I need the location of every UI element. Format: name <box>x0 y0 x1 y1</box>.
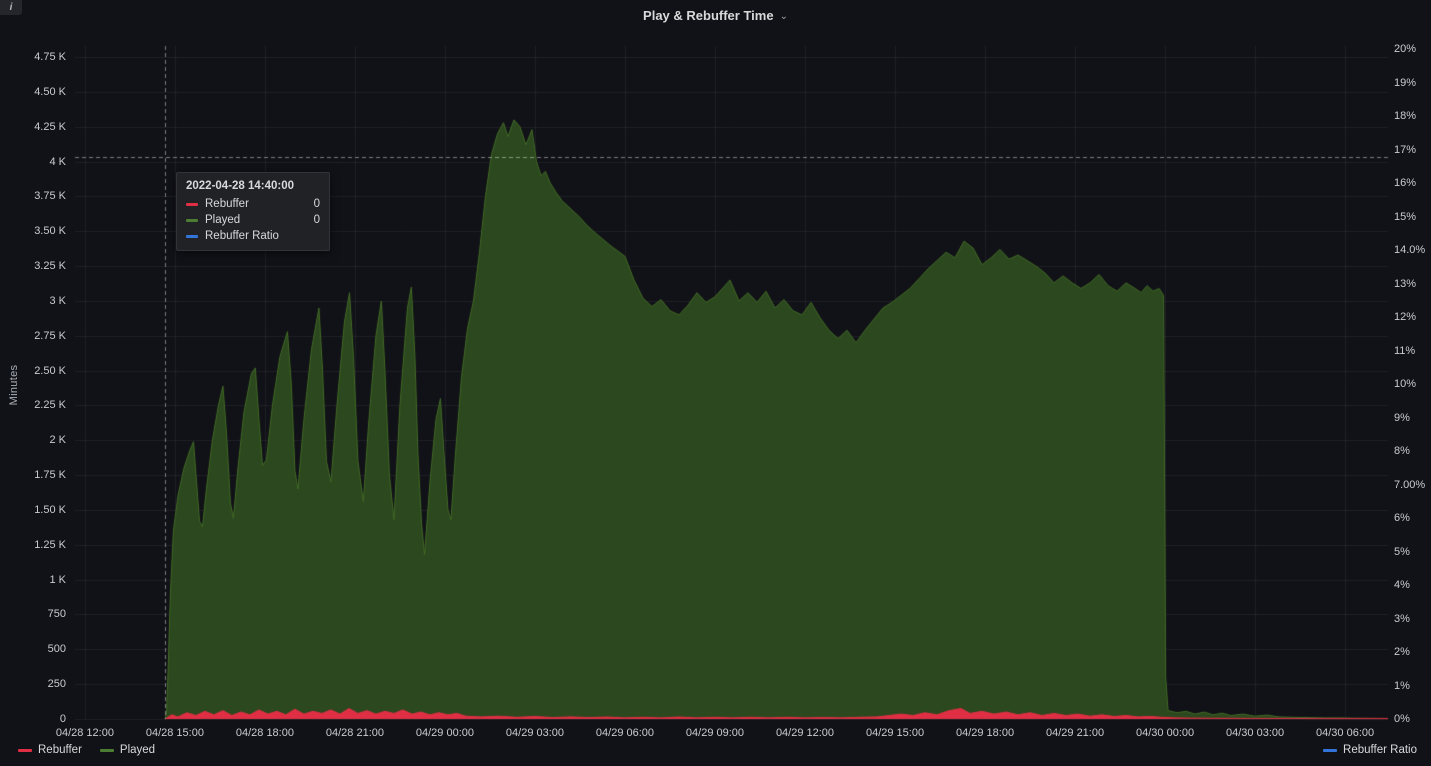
x-axis-tick-label: 04/30 00:00 <box>1136 727 1195 739</box>
y-axis-left-tick-label: 4 K <box>49 155 66 168</box>
tooltip-row-rebuffer: Rebuffer 0 <box>186 198 320 210</box>
y-axis-title: Minutes <box>8 364 20 406</box>
info-icon-glyph: i <box>9 2 13 13</box>
tooltip-row-rebuffer-ratio: Rebuffer Ratio <box>186 230 320 242</box>
tooltip-series-value: 0 <box>313 214 320 226</box>
x-axis-tick-label: 04/28 15:00 <box>145 727 204 739</box>
y-axis-left-tick-label: 2.50 K <box>34 364 66 377</box>
x-axis-tick-label: 04/29 21:00 <box>1045 727 1105 739</box>
y-axis-left-tick-label: 1.25 K <box>34 538 66 551</box>
y-axis-left-tick-label: 3.75 K <box>34 190 66 203</box>
y-axis-right-tick-label: 13% <box>1394 277 1417 290</box>
y-axis-right-tick-label: 14.0% <box>1394 244 1426 257</box>
y-axis-right-tick-label: 1% <box>1394 679 1410 692</box>
y-axis-right-tick-label: 18% <box>1394 110 1417 123</box>
y-axis-left-tick-label: 3.50 K <box>34 225 66 238</box>
y-axis-left-tick-label: 750 <box>47 608 66 621</box>
y-axis-right-tick-label: 6% <box>1394 512 1410 525</box>
legend-item-played[interactable]: Played <box>99 744 156 756</box>
tooltip-series-label: Played <box>205 214 241 226</box>
tooltip: 2022-04-28 14:40:00 Rebuffer 0 Played 0 … <box>176 172 330 251</box>
legend-label: Played <box>119 744 156 756</box>
chevron-down-icon[interactable]: ⌄ <box>779 10 788 22</box>
legend-right: Rebuffer Ratio <box>1323 744 1417 756</box>
x-axis-tick-label: 04/30 06:00 <box>1316 727 1375 739</box>
y-axis-right-tick-label: 16% <box>1394 177 1417 190</box>
y-axis-left-tick-label: 3.25 K <box>34 260 66 273</box>
played-legend-swatch <box>99 748 114 752</box>
y-axis-left-tick-label: 1.75 K <box>34 469 66 482</box>
y-axis-left-tick-label: 4.75 K <box>34 51 66 64</box>
y-axis-right-tick-label: 5% <box>1394 545 1410 558</box>
panel-title[interactable]: Play & Rebuffer Time <box>643 7 774 23</box>
y-axis-left-tick-label: 250 <box>47 678 66 691</box>
legend-label: Rebuffer <box>38 744 82 756</box>
y-axis-left-tick-label: 3 K <box>49 294 66 307</box>
x-axis-tick-label: 04/29 06:00 <box>595 727 655 739</box>
rebuffer-ratio-legend-swatch <box>1323 748 1338 752</box>
y-axis-left-tick-label: 500 <box>47 643 66 656</box>
x-axis-tick-label: 04/29 00:00 <box>415 727 475 739</box>
x-axis-tick-label: 04/28 12:00 <box>55 727 114 739</box>
legend-left: Rebuffer Played <box>18 744 155 756</box>
y-axis-right-tick-label: 7.00% <box>1394 478 1426 491</box>
y-axis-left-tick-label: 4.50 K <box>34 85 66 98</box>
tooltip-series-value: 0 <box>313 198 320 210</box>
y-axis-right-tick-label: 10% <box>1394 378 1417 391</box>
y-axis-right-tick-label: 9% <box>1394 411 1410 424</box>
x-axis-tick-label: 04/29 09:00 <box>685 727 745 739</box>
rebuffer-ratio-color-swatch <box>186 234 198 238</box>
panel-info-icon[interactable]: i <box>0 0 22 15</box>
legend-item-rebuffer-ratio[interactable]: Rebuffer Ratio <box>1323 744 1417 756</box>
y-axis-left-tick-label: 0 <box>59 713 66 725</box>
y-axis-right-tick-label: 15% <box>1394 210 1417 223</box>
y-axis-left-tick-label: 2 K <box>49 434 66 447</box>
y-axis-left-tick-label: 4.25 K <box>34 120 66 133</box>
x-axis-tick-label: 04/29 15:00 <box>865 727 925 739</box>
legend-label: Rebuffer Ratio <box>1343 744 1417 756</box>
rebuffer-color-swatch <box>186 202 198 206</box>
y-axis-right-tick-label: 19% <box>1394 76 1417 89</box>
y-axis-right-tick-label: 3% <box>1394 612 1410 625</box>
tooltip-series-label: Rebuffer <box>205 198 249 210</box>
x-axis-tick-label: 04/28 18:00 <box>235 727 294 739</box>
played-color-swatch <box>186 218 198 222</box>
y-axis-left-tick-label: 2.25 K <box>34 399 66 412</box>
y-axis-right-tick-label: 20% <box>1394 43 1417 56</box>
y-axis-right-tick-label: 12% <box>1394 311 1417 324</box>
y-axis-left-tick-label: 1.50 K <box>34 503 66 516</box>
tooltip-row-played: Played 0 <box>186 214 320 226</box>
rebuffer-legend-swatch <box>18 748 32 752</box>
y-axis-right-tick-label: 17% <box>1394 143 1417 156</box>
y-axis-right-tick-label: 11% <box>1394 344 1416 357</box>
y-axis-right-tick-label: 2% <box>1394 646 1410 659</box>
y-axis-right-tick-label: 4% <box>1394 579 1410 592</box>
x-axis-tick-label: 04/29 18:00 <box>955 727 1015 739</box>
y-axis-left-tick-label: 1 K <box>49 573 66 586</box>
tooltip-timestamp: 2022-04-28 14:40:00 <box>186 180 295 192</box>
panel-header[interactable]: Play & Rebuffer Time ⌄ <box>0 0 1431 30</box>
tooltip-series-label: Rebuffer Ratio <box>205 230 279 242</box>
x-axis-tick-label: 04/29 03:00 <box>505 727 565 739</box>
y-axis-left-tick-label: 2.75 K <box>34 329 66 342</box>
y-axis-right-tick-label: 8% <box>1394 445 1410 458</box>
legend-item-rebuffer[interactable]: Rebuffer <box>18 744 82 756</box>
x-axis-tick-label: 04/28 21:00 <box>325 727 384 739</box>
y-axis-right-tick-label: 0% <box>1394 713 1410 725</box>
x-axis-tick-label: 04/29 12:00 <box>775 727 835 739</box>
x-axis-tick-label: 04/30 03:00 <box>1226 727 1285 739</box>
